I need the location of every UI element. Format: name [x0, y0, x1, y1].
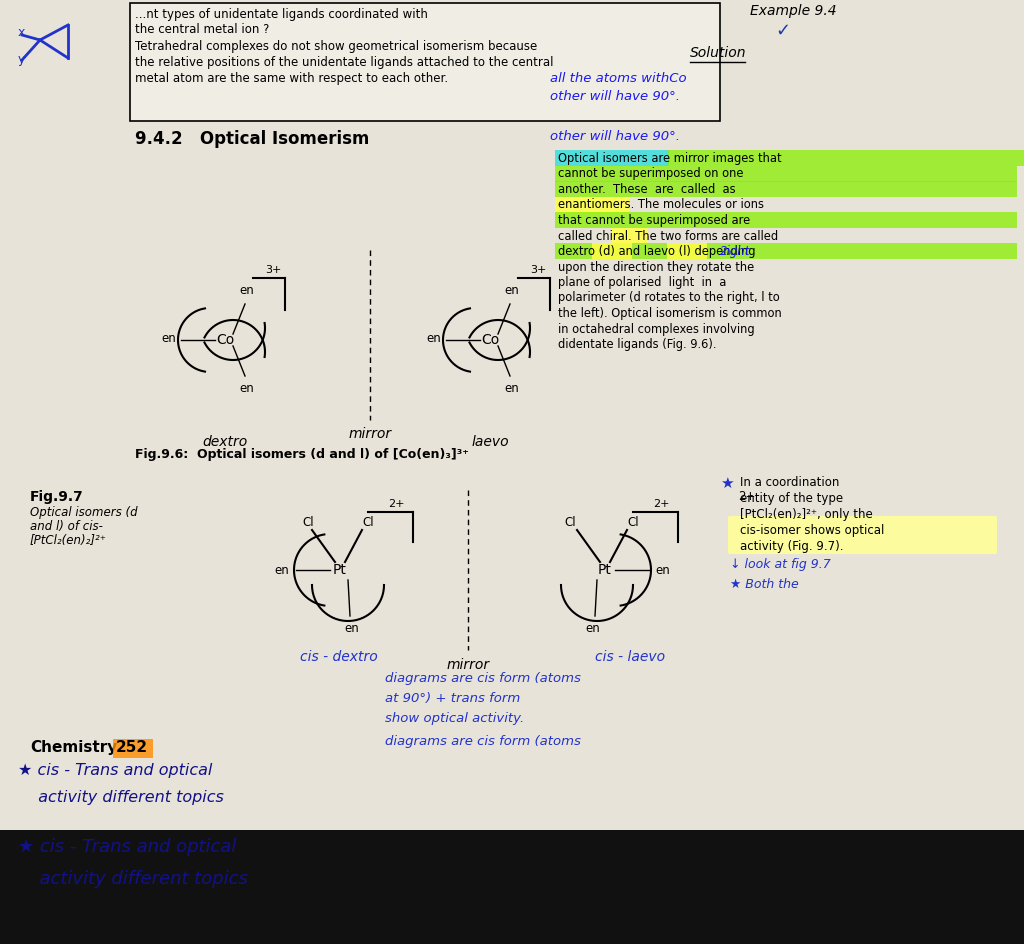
Text: all the atoms withCo: all the atoms withCo — [550, 72, 687, 85]
Text: Cl: Cl — [302, 515, 313, 529]
Text: Tetrahedral complexes do not show geometrical isomerism because: Tetrahedral complexes do not show geomet… — [135, 40, 538, 53]
Text: activity different topics: activity different topics — [28, 790, 224, 805]
Text: entity of the type: entity of the type — [740, 492, 843, 505]
Text: other will have 90°.: other will have 90°. — [550, 90, 680, 103]
Text: 9.4.2   Optical Isomerism: 9.4.2 Optical Isomerism — [135, 130, 370, 148]
FancyBboxPatch shape — [555, 196, 629, 212]
FancyBboxPatch shape — [130, 3, 720, 121]
Text: 3+: 3+ — [265, 265, 282, 275]
Text: mirror: mirror — [348, 427, 391, 441]
Text: enantiomers. The molecules or ions: enantiomers. The molecules or ions — [558, 198, 764, 211]
Text: Cl: Cl — [627, 515, 639, 529]
Text: ↓ look at fig 9.7: ↓ look at fig 9.7 — [730, 558, 830, 571]
FancyBboxPatch shape — [555, 212, 1017, 228]
Text: 2+: 2+ — [388, 499, 404, 509]
Text: metal atom are the same with respect to each other.: metal atom are the same with respect to … — [135, 72, 449, 85]
Text: ★ cis - Trans and optical: ★ cis - Trans and optical — [18, 763, 212, 778]
FancyBboxPatch shape — [555, 181, 1017, 197]
Text: Example 9.4: Example 9.4 — [750, 4, 837, 18]
Text: called chiral. The two forms are called: called chiral. The two forms are called — [558, 229, 778, 243]
Text: en: en — [505, 283, 519, 296]
Text: didentate ligands (Fig. 9.6).: didentate ligands (Fig. 9.6). — [558, 338, 717, 351]
Text: dextro: dextro — [203, 435, 248, 449]
Text: en: en — [586, 621, 600, 634]
Text: Chemistry: Chemistry — [30, 740, 118, 755]
Text: in octahedral complexes involving: in octahedral complexes involving — [558, 323, 755, 335]
Text: 2+: 2+ — [738, 490, 756, 503]
FancyBboxPatch shape — [555, 150, 669, 166]
FancyBboxPatch shape — [555, 243, 1017, 259]
Text: Optical isomers are mirror images that: Optical isomers are mirror images that — [558, 152, 781, 165]
Text: upon the direction they rotate the: upon the direction they rotate the — [558, 261, 755, 274]
FancyBboxPatch shape — [555, 165, 1017, 181]
FancyBboxPatch shape — [612, 228, 648, 244]
Text: Fig.9.6:  Optical isomers (d and l) of [Co(en)₃]³⁺: Fig.9.6: Optical isomers (d and l) of [C… — [135, 448, 469, 461]
Text: en: en — [505, 381, 519, 395]
Text: ✓: ✓ — [775, 22, 791, 40]
Text: show optical activity.: show optical activity. — [385, 712, 524, 725]
Text: activity (Fig. 9.7).: activity (Fig. 9.7). — [740, 540, 844, 553]
Text: Pt: Pt — [598, 563, 612, 577]
Text: another.  These  are  called  as: another. These are called as — [558, 183, 735, 196]
Text: Pt: Pt — [333, 563, 347, 577]
Text: the central metal ion ?: the central metal ion ? — [135, 23, 269, 36]
Text: cis - laevo: cis - laevo — [595, 650, 666, 664]
Text: en: en — [655, 564, 671, 577]
Text: diagrams are cis form (atoms: diagrams are cis form (atoms — [385, 735, 581, 748]
Text: en: en — [345, 621, 359, 634]
Text: dextro (d) and laevo (l) depending: dextro (d) and laevo (l) depending — [558, 245, 756, 258]
Text: Co: Co — [481, 333, 499, 347]
Text: the left). Optical isomerism is common: the left). Optical isomerism is common — [558, 307, 781, 320]
Text: plane of polarised  light  in  a: plane of polarised light in a — [558, 276, 726, 289]
FancyBboxPatch shape — [113, 739, 153, 758]
Text: Solution: Solution — [690, 46, 746, 60]
Text: Optical isomers (d: Optical isomers (d — [30, 506, 137, 519]
Text: polarimeter (d rotates to the right, l to: polarimeter (d rotates to the right, l t… — [558, 292, 779, 305]
Text: Fig.9.7: Fig.9.7 — [30, 490, 84, 504]
Text: diagrams are cis form (atoms: diagrams are cis form (atoms — [385, 672, 581, 685]
Text: ...nt types of unidentate ligands coordinated with: ...nt types of unidentate ligands coordi… — [135, 8, 428, 21]
Text: en: en — [427, 331, 441, 345]
Text: 3+: 3+ — [529, 265, 546, 275]
Text: [PtCl₂(en)₂]²⁺, only the: [PtCl₂(en)₂]²⁺, only the — [740, 508, 872, 521]
Text: en: en — [162, 331, 176, 345]
Text: en: en — [240, 283, 254, 296]
Text: y: y — [18, 54, 26, 66]
Text: cannot be superimposed on one: cannot be superimposed on one — [558, 167, 743, 180]
FancyBboxPatch shape — [667, 243, 707, 259]
Text: ★ Both the: ★ Both the — [730, 578, 799, 591]
Text: that cannot be superimposed are: that cannot be superimposed are — [558, 214, 751, 227]
FancyBboxPatch shape — [0, 830, 1024, 944]
Text: 2ight: 2ight — [720, 245, 751, 258]
FancyBboxPatch shape — [667, 150, 1024, 166]
Text: mirror: mirror — [446, 658, 489, 672]
FancyBboxPatch shape — [728, 516, 997, 554]
Text: en: en — [274, 564, 290, 577]
Text: In a coordination: In a coordination — [740, 476, 840, 489]
Text: cis - dextro: cis - dextro — [300, 650, 378, 664]
Text: laevo: laevo — [471, 435, 509, 449]
Text: Co: Co — [216, 333, 234, 347]
Text: ★: ★ — [720, 476, 733, 491]
Text: cis-isomer shows optical: cis-isomer shows optical — [740, 524, 885, 537]
Text: x: x — [18, 26, 26, 40]
Text: at 90°) + trans form: at 90°) + trans form — [385, 692, 520, 705]
Text: and l) of cis-: and l) of cis- — [30, 520, 102, 533]
Text: Cl: Cl — [564, 515, 575, 529]
Text: [PtCl₂(en)₂]²⁺: [PtCl₂(en)₂]²⁺ — [30, 534, 106, 547]
Text: activity different topics: activity different topics — [28, 870, 248, 888]
Text: 252: 252 — [116, 740, 148, 755]
Text: en: en — [240, 381, 254, 395]
Text: ★ cis - Trans and optical: ★ cis - Trans and optical — [18, 838, 237, 856]
Text: the relative positions of the unidentate ligands attached to the central: the relative positions of the unidentate… — [135, 56, 554, 69]
Text: Cl: Cl — [362, 515, 374, 529]
FancyBboxPatch shape — [592, 243, 632, 259]
Text: other will have 90°.: other will have 90°. — [550, 130, 680, 143]
Text: 2+: 2+ — [652, 499, 670, 509]
